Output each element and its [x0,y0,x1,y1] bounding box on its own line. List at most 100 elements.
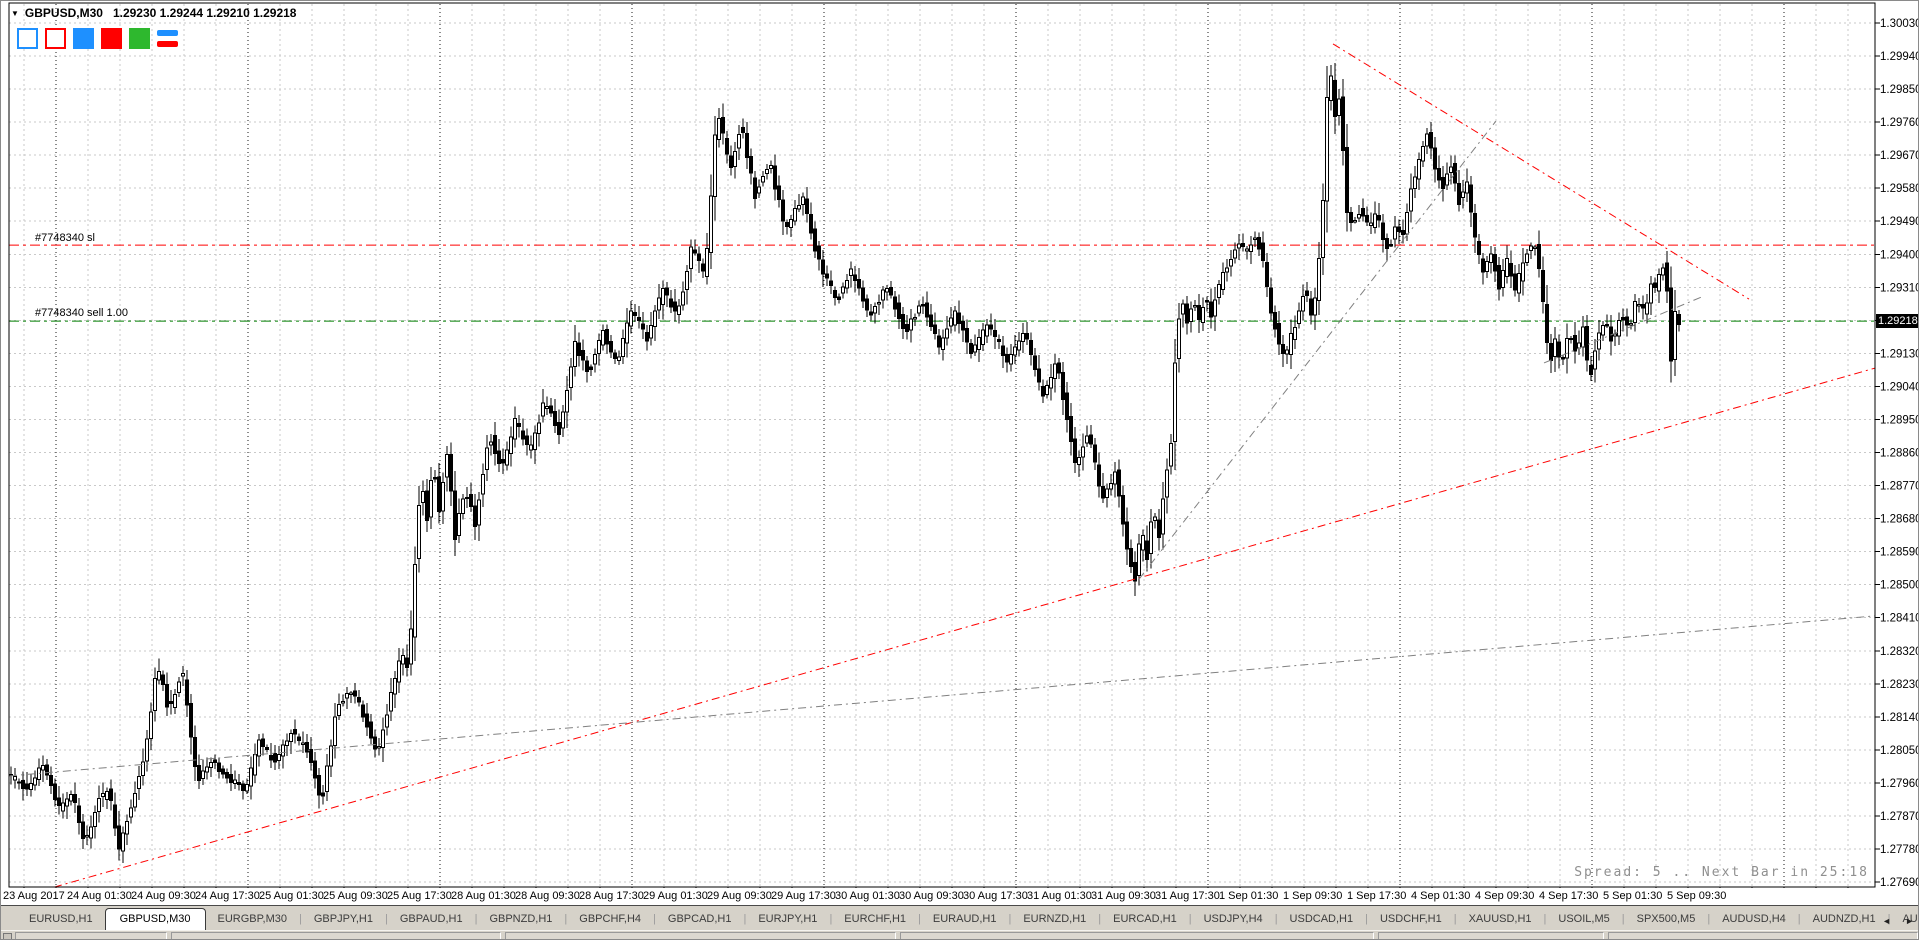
candle [501,458,505,464]
chart-tab-gbpaud-h1[interactable]: GBPAUD,H1 [399,913,463,925]
chart-tab-eurusd-h1[interactable]: EURUSD,H1 [29,913,93,925]
candle [1049,377,1053,389]
candle [1481,258,1485,273]
price-tick-label: 1.29490 [1880,216,1919,228]
candle [985,324,989,337]
candle [313,760,317,779]
tab-scroll-left-icon[interactable]: ◄ [1882,916,1892,926]
time-axis[interactable]: 23 Aug 2017 24 Aug 01:30 24 Aug 09:30 24 Au… [1,888,1918,905]
candle [793,208,797,222]
chart-tab-audusd-h4[interactable]: AUDUSD,H4 [1722,913,1786,925]
candle [1013,346,1017,356]
price-axis[interactable]: 1.30030 1.29940 1.29850 1.29760 1.29670 1.295… [1880,18,1919,889]
support-trendline-red[interactable] [53,367,1876,888]
candle [1589,364,1593,375]
candle [581,349,585,361]
candle [1669,287,1673,362]
candle [1273,312,1277,330]
chart-tab-usdjpy-h4[interactable]: USDJPY,H4 [1203,913,1263,925]
candle [1077,456,1081,465]
candle [1541,269,1545,303]
tab-scroll-right-icon[interactable]: ► [1905,916,1914,926]
chart-tab-gbpjpy-h1[interactable]: GBPJPY,H1 [313,913,373,925]
trendlines[interactable] [8,43,1876,888]
chart-tab-usoil-m5[interactable]: USOIL,M5 [1558,913,1610,925]
candle [729,155,733,169]
steep-trendline-gray[interactable] [1138,120,1497,580]
chart-tab-eurcad-h1[interactable]: EURCAD,H1 [1113,913,1177,925]
swatch-outline-red-button[interactable] [45,28,66,49]
swatch-fill-red-button[interactable] [101,28,122,49]
candle [289,733,293,743]
candle [921,304,925,307]
swatch-fill-green-button[interactable] [129,28,150,49]
symbol-header: ▼ GBPUSD,M30 1.29230 1.29244 1.29210 1.292… [11,6,296,20]
candle [541,402,545,417]
short-trendline-gray[interactable] [1543,296,1702,364]
candle [457,512,461,536]
swatch-fill-blue-button[interactable] [73,28,94,49]
chart-tab-usdcad-h1[interactable]: USDCAD,H1 [1289,913,1354,925]
candle [821,259,825,275]
order-lines[interactable] [9,244,1875,322]
tab-separator: | [1707,913,1711,925]
symbol-dropdown-icon[interactable]: ▼ [11,9,19,18]
chart-tab-gbpnzd-h1[interactable]: GBPNZD,H1 [489,913,553,925]
candle [1041,385,1045,397]
candle [201,770,205,779]
candle [1437,168,1441,181]
price-tick-label: 1.27960 [1880,778,1919,790]
swatch-bars-blue-red-button[interactable] [157,28,178,49]
candle [57,797,61,806]
candle [837,296,841,301]
chart-tab-eurgbp-m30[interactable]: EURGBP,M30 [217,913,288,925]
tab-separator: | [384,913,388,925]
chart-tab-eurnzd-h1[interactable]: EURNZD,H1 [1023,913,1087,925]
candle [253,753,257,776]
candle [1005,353,1009,363]
candle [381,729,385,749]
candle [609,341,613,353]
price-chart[interactable]: 1.30030 1.29940 1.29850 1.29760 1.29670 1.295… [1,1,1919,893]
candle [701,263,705,272]
candle [1085,435,1089,444]
candle [169,701,173,704]
candle [213,759,217,763]
symbol-ohlc-values: 1.29230 1.29244 1.29210 1.29218 [112,6,297,20]
chart-tab-audcad-daily[interactable]: AUDCAD,Daily [1902,913,1918,925]
chart-tab-usdchf-h1[interactable]: USDCHF,H1 [1379,913,1442,925]
chart-tab-eurjpy-h1[interactable]: EURJPY,H1 [758,913,818,925]
chart-tab-euraud-h1[interactable]: EURAUD,H1 [932,913,997,925]
candle [481,473,485,495]
order-stoploss-label[interactable]: #7748340 sl [35,232,95,244]
candle [1521,262,1525,282]
spread-nextbar-indicator: Spread: 5 .. Next Bar in 25:18 [1574,865,1869,880]
candle [1341,96,1345,151]
candle [1357,214,1361,219]
chart-tab-spx500-m5[interactable]: SPX500,M5 [1636,913,1696,925]
chart-tab-xauusd-h1[interactable]: XAUUSD,H1 [1468,913,1532,925]
chart-tab-audnzd-h1[interactable]: AUDNZD,H1 [1812,913,1876,925]
time-tick-label: 31 Aug 09:30 [1091,890,1156,902]
candle [293,729,297,735]
chart-tab-gbpchf-h4[interactable]: GBPCHF,H4 [579,913,642,925]
candle [1305,290,1309,296]
long-trendline-gray[interactable] [8,615,1876,777]
chart-tab-gbpcad-h1[interactable]: GBPCAD,H1 [667,913,732,925]
candle [1653,282,1657,289]
candle [573,341,577,367]
candle [1553,338,1557,358]
swatch-outline-blue-button[interactable] [17,28,38,49]
candle [1317,258,1321,302]
candle [497,450,501,465]
candle [649,325,653,339]
candle [1217,284,1221,298]
chart-tab-gbpusd-m30[interactable]: GBPUSD,M30 [104,908,206,930]
candle [357,696,361,703]
order-sell-label[interactable]: #7748340 sell 1.00 [35,307,128,319]
candle [1605,323,1609,327]
candle [1073,438,1077,463]
chart-tab-eurchf-h1[interactable]: EURCHF,H1 [844,913,907,925]
candle [865,298,869,311]
candle [177,681,181,693]
